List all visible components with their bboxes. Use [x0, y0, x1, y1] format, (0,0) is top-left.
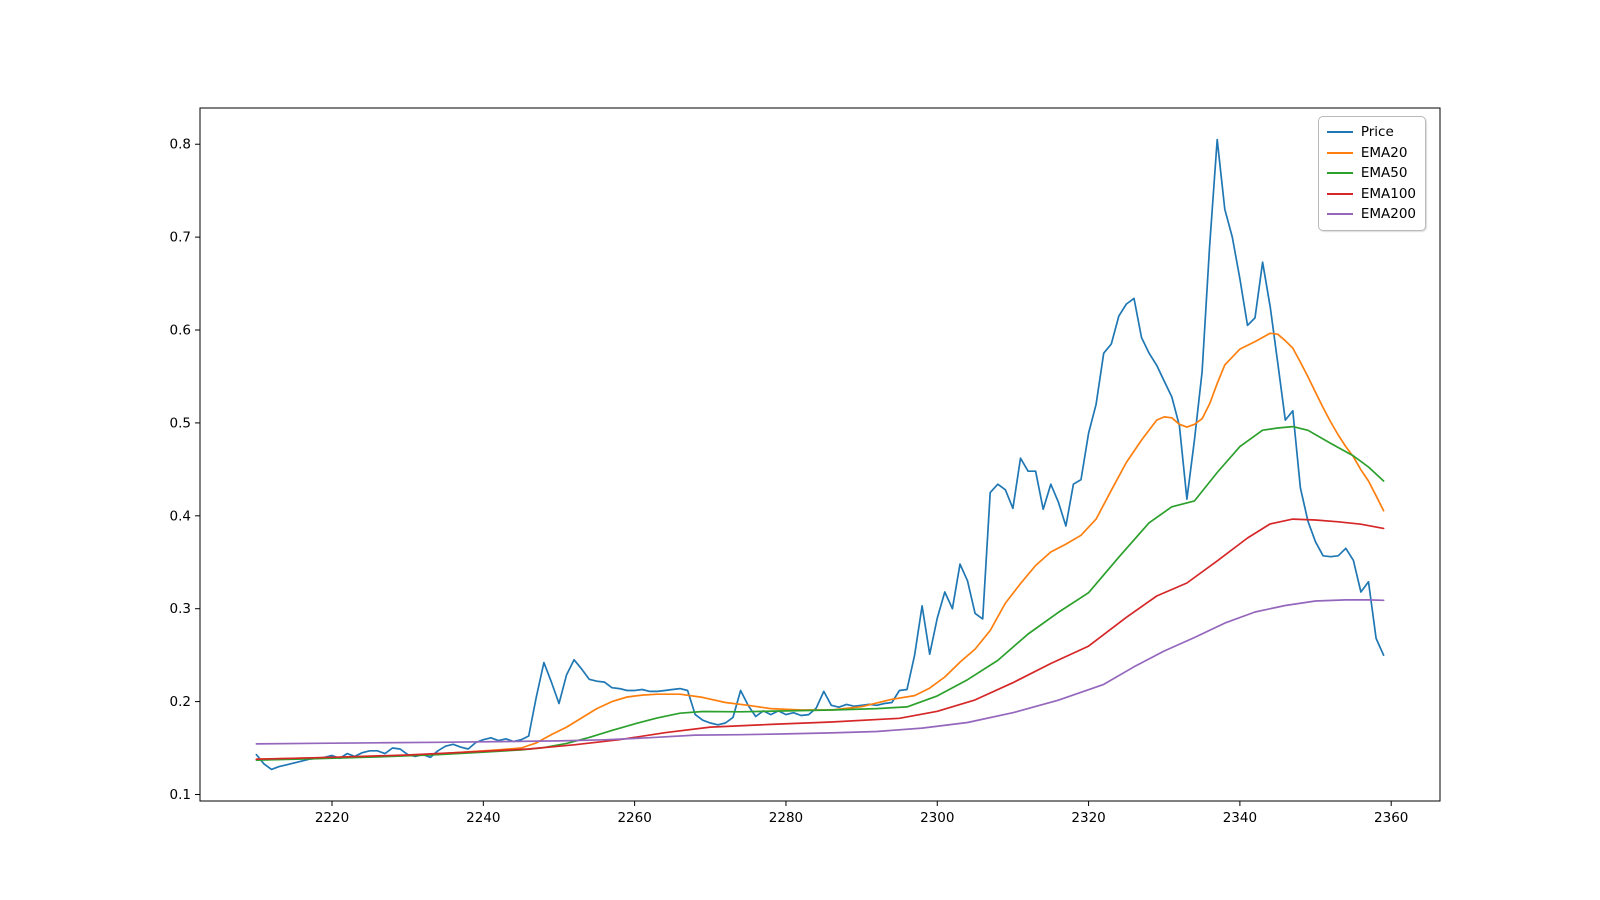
legend-label: EMA20: [1360, 144, 1408, 161]
legend-line-sample-ema50: [1326, 172, 1353, 175]
series-line-ema200: [255, 599, 1385, 745]
x-axis-tick-label: 2360: [1374, 810, 1408, 826]
legend: Price EMA20 EMA50 EMA100 EMA200: [1317, 116, 1426, 231]
legend-item-ema200: EMA200: [1326, 204, 1416, 225]
x-axis-tick-label: 2220: [315, 810, 349, 826]
y-axis-tick-label: 0.2: [170, 694, 191, 710]
y-axis-tick-label: 0.3: [170, 601, 191, 617]
legend-line-sample-ema100: [1326, 192, 1353, 195]
x-axis-tick-label: 2260: [617, 810, 651, 826]
legend-item-ema100: EMA100: [1326, 184, 1416, 205]
legend-item-ema50: EMA50: [1326, 163, 1416, 184]
y-axis-tick-label: 0.8: [170, 137, 191, 153]
legend-line-sample-price: [1326, 131, 1353, 134]
legend-label: EMA50: [1360, 165, 1408, 182]
y-axis-tick-label: 0.1: [170, 787, 191, 803]
y-axis-tick-label: 0.5: [170, 415, 191, 431]
y-axis-tick-label: 0.6: [170, 323, 191, 339]
x-axis-tick-label: 2300: [920, 810, 954, 826]
x-axis-tick-label: 2340: [1223, 810, 1257, 826]
x-axis-tick-label: 2240: [466, 810, 500, 826]
series-line-ema100: [255, 518, 1385, 761]
x-axis-tick-label: 2320: [1071, 810, 1105, 826]
plot-border: [199, 107, 1441, 802]
y-axis-tick-label: 0.7: [170, 230, 191, 246]
legend-label: EMA200: [1360, 206, 1416, 223]
series-line-price: [255, 138, 1385, 771]
series-line-ema20: [255, 332, 1385, 761]
legend-line-sample-ema200: [1326, 213, 1353, 216]
y-axis-tick-label: 0.4: [170, 508, 191, 524]
legend-label: EMA100: [1360, 185, 1416, 202]
legend-line-sample-ema20: [1326, 151, 1353, 154]
legend-item-price: Price: [1326, 122, 1416, 143]
x-axis-tick-label: 2280: [769, 810, 803, 826]
series-line-ema50: [255, 425, 1385, 761]
legend-label: Price: [1360, 124, 1394, 141]
legend-item-ema20: EMA20: [1326, 143, 1416, 164]
